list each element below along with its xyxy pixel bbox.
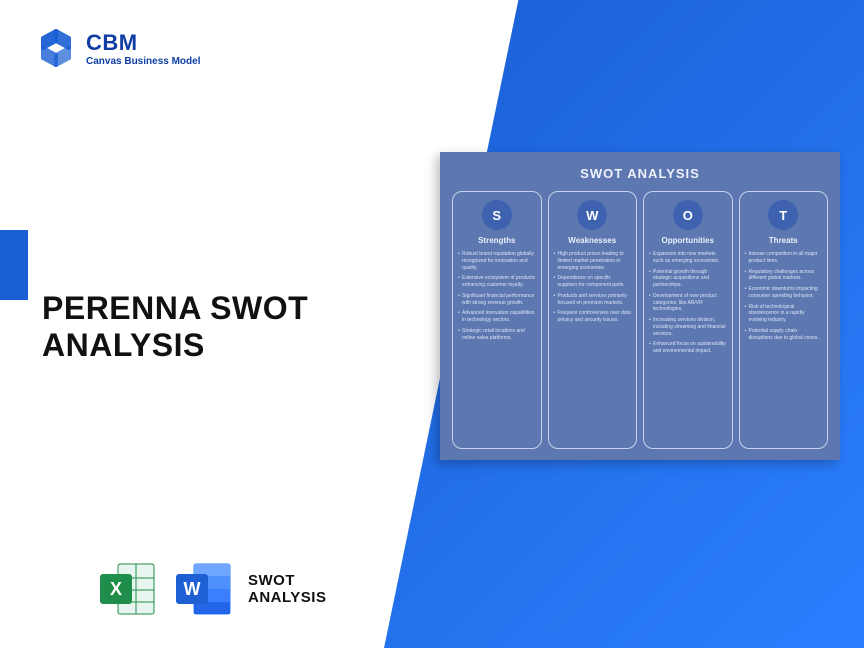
swot-col-strengths: S Strengths Robust brand reputation glob…	[452, 191, 542, 449]
swot-heading-weaknesses: Weaknesses	[554, 236, 632, 245]
swot-item: Dependence on specific suppliers for com…	[554, 275, 632, 289]
swot-heading-strengths: Strengths	[458, 236, 536, 245]
brand-tagline: Canvas Business Model	[86, 56, 200, 67]
swot-list-threats: Intense competition in all major product…	[745, 251, 823, 341]
swot-item: Robust brand reputation globally recogni…	[458, 251, 536, 271]
accent-bar	[0, 230, 28, 300]
brand-name: CBM	[86, 30, 200, 56]
swot-analysis-panel: SWOT ANALYSIS S Strengths Robust brand r…	[440, 152, 840, 460]
bottom-label-line-1: SWOT	[248, 572, 326, 589]
swot-item: Intense competition in all major product…	[745, 251, 823, 265]
swot-item: Frequent controversies over data privacy…	[554, 310, 632, 324]
swot-item: Products and services primarily focused …	[554, 293, 632, 307]
swot-list-weaknesses: High product prices leading to limited m…	[554, 251, 632, 324]
title-line-1: PERENNA SWOT	[42, 290, 308, 327]
logo-icon	[36, 28, 76, 68]
brand-logo-block: CBM Canvas Business Model	[36, 28, 200, 68]
swot-item: Enhanced focus on sustainability and env…	[649, 341, 727, 355]
swot-badge-s: S	[482, 200, 512, 230]
swot-item: Potential supply chain disruptions due t…	[745, 328, 823, 342]
bottom-label: SWOT ANALYSIS	[248, 572, 326, 607]
excel-icon: X	[96, 560, 158, 618]
swot-item: Significant financial performance with s…	[458, 293, 536, 307]
swot-item: Potential growth through strategic acqui…	[649, 269, 727, 289]
swot-item: Advanced innovation capabilities in tech…	[458, 310, 536, 324]
page-title: PERENNA SWOT ANALYSIS	[42, 290, 308, 364]
file-type-row: X W SWOT ANALYSIS	[96, 560, 326, 618]
swot-col-opportunities: O Opportunities Expansion into new marke…	[643, 191, 733, 449]
word-icon: W	[172, 560, 234, 618]
swot-item: Risk of technological obsolescence in a …	[745, 304, 823, 324]
svg-text:W: W	[184, 579, 201, 599]
swot-heading-opportunities: Opportunities	[649, 236, 727, 245]
swot-item: Strategic retail locations and online sa…	[458, 328, 536, 342]
title-line-2: ANALYSIS	[42, 327, 308, 364]
swot-heading-threats: Threats	[745, 236, 823, 245]
swot-item: Regulatory challenges across different g…	[745, 269, 823, 283]
swot-col-threats: T Threats Intense competition in all maj…	[739, 191, 829, 449]
swot-item: High product prices leading to limited m…	[554, 251, 632, 271]
swot-item: Development of new product categories, l…	[649, 293, 727, 313]
swot-badge-t: T	[768, 200, 798, 230]
swot-columns: S Strengths Robust brand reputation glob…	[452, 191, 828, 449]
swot-item: Extensive ecosystem of products enhancin…	[458, 275, 536, 289]
swot-item: Increasing services division, including …	[649, 317, 727, 337]
swot-col-weaknesses: W Weaknesses High product prices leading…	[548, 191, 638, 449]
swot-list-opportunities: Expansion into new markets such as emerg…	[649, 251, 727, 355]
swot-item: Expansion into new markets such as emerg…	[649, 251, 727, 265]
bottom-label-line-2: ANALYSIS	[248, 589, 326, 606]
svg-text:X: X	[110, 579, 122, 599]
swot-badge-o: O	[673, 200, 703, 230]
swot-panel-title: SWOT ANALYSIS	[452, 166, 828, 181]
swot-list-strengths: Robust brand reputation globally recogni…	[458, 251, 536, 341]
swot-badge-w: W	[577, 200, 607, 230]
swot-item: Economic downturns impacting consumer sp…	[745, 286, 823, 300]
